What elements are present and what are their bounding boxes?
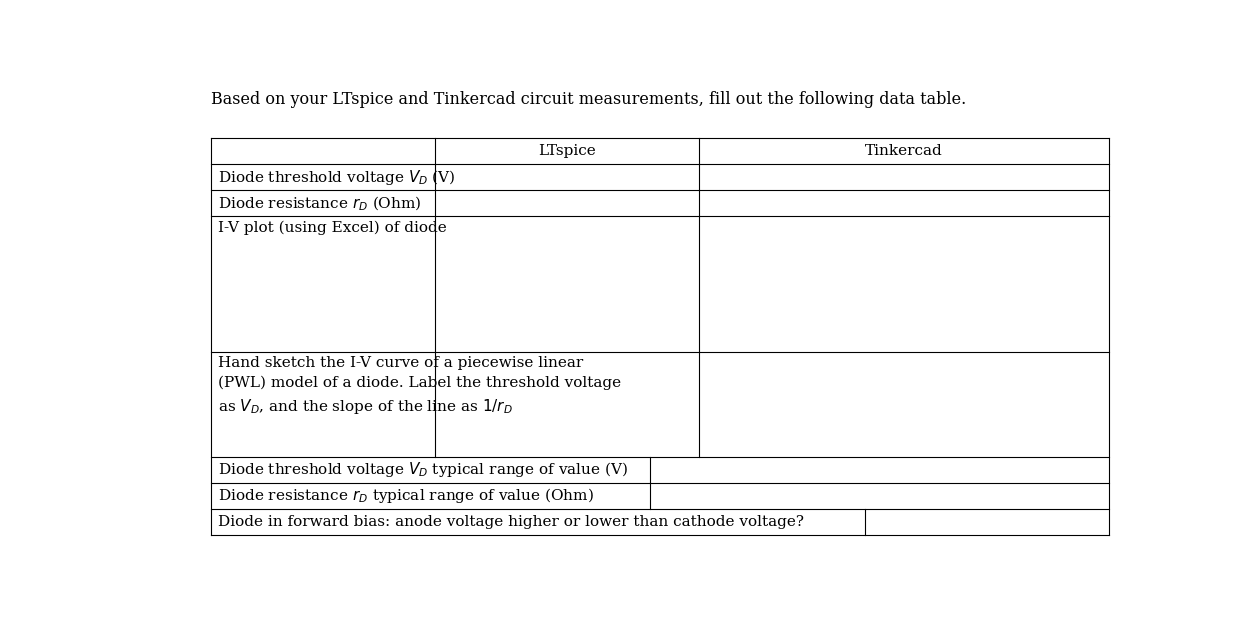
Text: Diode resistance $r_D$ typical range of value (Ohm): Diode resistance $r_D$ typical range of … <box>218 486 594 505</box>
Text: I-V plot (using Excel) of diode: I-V plot (using Excel) of diode <box>218 220 447 234</box>
Text: Diode threshold voltage $V_D$ typical range of value (V): Diode threshold voltage $V_D$ typical ra… <box>218 460 628 479</box>
Text: Hand sketch the I-V curve of a piecewise linear
(PWL) model of a diode. Label th: Hand sketch the I-V curve of a piecewise… <box>218 356 621 416</box>
Text: Diode in forward bias: anode voltage higher or lower than cathode voltage?: Diode in forward bias: anode voltage hig… <box>218 515 803 529</box>
Text: Based on your LTspice and Tinkercad circuit measurements, fill out the following: Based on your LTspice and Tinkercad circ… <box>212 91 967 108</box>
Text: Tinkercad: Tinkercad <box>865 144 943 158</box>
Text: Diode threshold voltage $V_D$ (V): Diode threshold voltage $V_D$ (V) <box>218 168 456 187</box>
Text: Diode resistance $r_D$ (Ohm): Diode resistance $r_D$ (Ohm) <box>218 194 422 213</box>
Text: LTspice: LTspice <box>539 144 596 158</box>
